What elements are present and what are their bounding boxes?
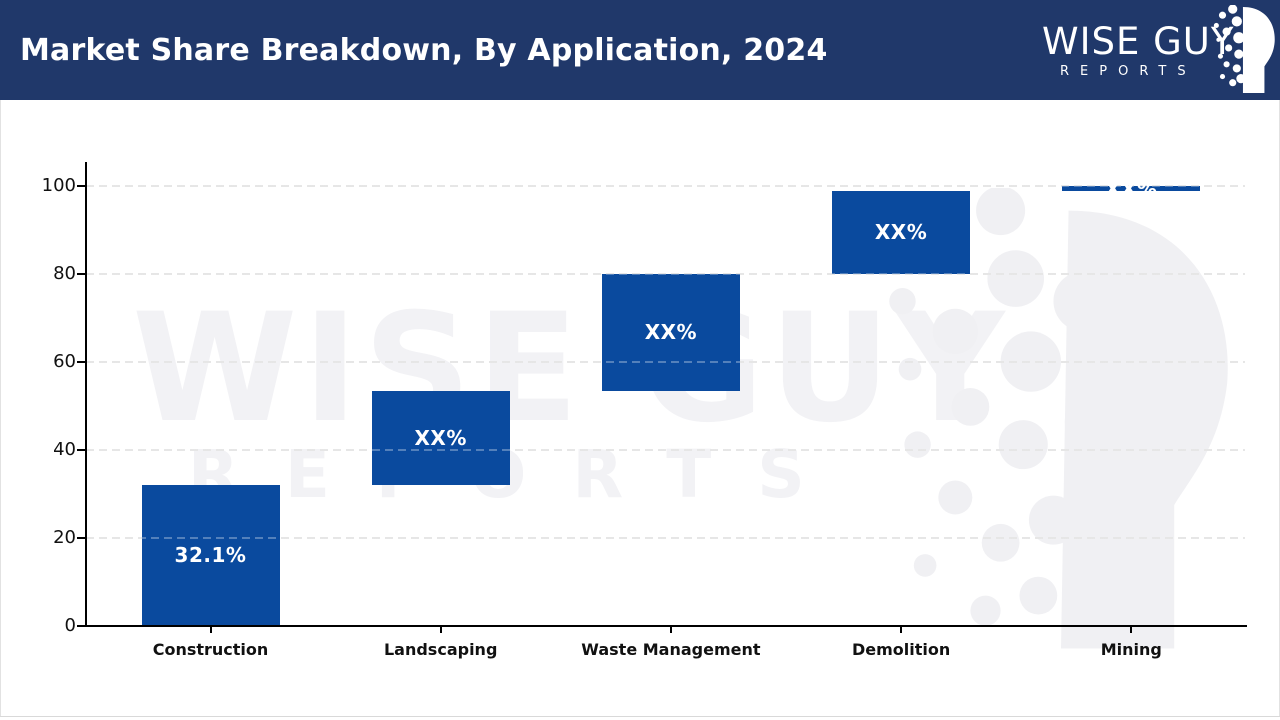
y-axis-tick-mark	[77, 537, 86, 539]
logo: WISE GUY REPORTS	[1042, 0, 1280, 100]
gridline-40	[86, 449, 1245, 451]
gridline-overlay-60	[86, 361, 1245, 363]
gridline-overlay-100	[86, 185, 1245, 187]
bar-label-box: XX%	[372, 391, 510, 485]
bar-value-label: XX%	[874, 220, 928, 245]
watermark-head-icon	[889, 188, 1228, 649]
y-axis-tick-mark	[77, 273, 86, 275]
left-border	[0, 100, 1, 716]
y-axis-tick-label: 100	[41, 175, 76, 196]
x-axis-category-label: Construction	[152, 640, 269, 659]
y-axis-tick-label: 80	[53, 263, 76, 284]
x-axis-tick-mark	[209, 627, 212, 633]
bar-label-box: XX%	[1062, 177, 1200, 201]
bar-value-label: 32.1%	[174, 543, 247, 568]
x-axis-category-label: Waste Management	[581, 640, 761, 659]
gridline-overlay-20	[86, 537, 1245, 539]
y-axis-tick-label: 20	[53, 527, 76, 548]
bar-construction	[141, 484, 280, 626]
x-axis-category-label: Landscaping	[383, 640, 498, 659]
bottom-hairline	[0, 716, 1280, 717]
gridline-overlay-40	[86, 449, 1245, 451]
x-axis-line	[84, 625, 1247, 627]
y-axis-tick-label: 0	[64, 615, 76, 636]
x-axis-category-label: Demolition	[851, 640, 951, 659]
logo-text-secondary: REPORTS	[1060, 64, 1197, 79]
x-axis-tick-mark	[1130, 627, 1133, 633]
header-bar: Market Share Breakdown, By Application, …	[0, 0, 1280, 100]
page-title: Market Share Breakdown, By Application, …	[20, 32, 828, 68]
bar-value-label: XX%	[414, 425, 467, 450]
gridline-100	[86, 185, 1245, 187]
bar-demolition	[832, 190, 971, 274]
y-axis-tick-mark	[77, 449, 86, 451]
logo-head-icon	[1213, 5, 1275, 93]
x-axis-category-label: Mining	[1100, 640, 1162, 659]
y-axis-tick-mark	[77, 625, 86, 627]
x-axis-tick-mark	[669, 627, 672, 633]
y-axis-tick-label: 60	[53, 351, 76, 372]
watermark-text-secondary: REPORTS	[188, 436, 851, 513]
y-axis-tick-mark	[77, 185, 86, 187]
bar-label-box: XX%	[832, 191, 970, 274]
bar-value-label: XX%	[1105, 176, 1158, 201]
bar-label-box: XX%	[602, 274, 740, 391]
x-axis-tick-mark	[439, 627, 442, 633]
logo-text-primary: WISE GUY	[1042, 20, 1235, 63]
y-axis-line	[85, 162, 87, 627]
bar-mining	[1062, 186, 1201, 191]
bar-label-box: 32.1%	[142, 485, 280, 626]
x-axis-tick-mark	[900, 627, 903, 633]
bar-value-label: XX%	[644, 320, 698, 345]
bar-landscaping	[371, 391, 510, 485]
y-axis-tick-mark	[77, 361, 86, 363]
bar-waste-management	[601, 273, 740, 392]
gridline-20	[86, 537, 1245, 539]
y-axis-tick-label: 40	[53, 439, 76, 460]
gridline-overlay-80	[86, 273, 1245, 275]
